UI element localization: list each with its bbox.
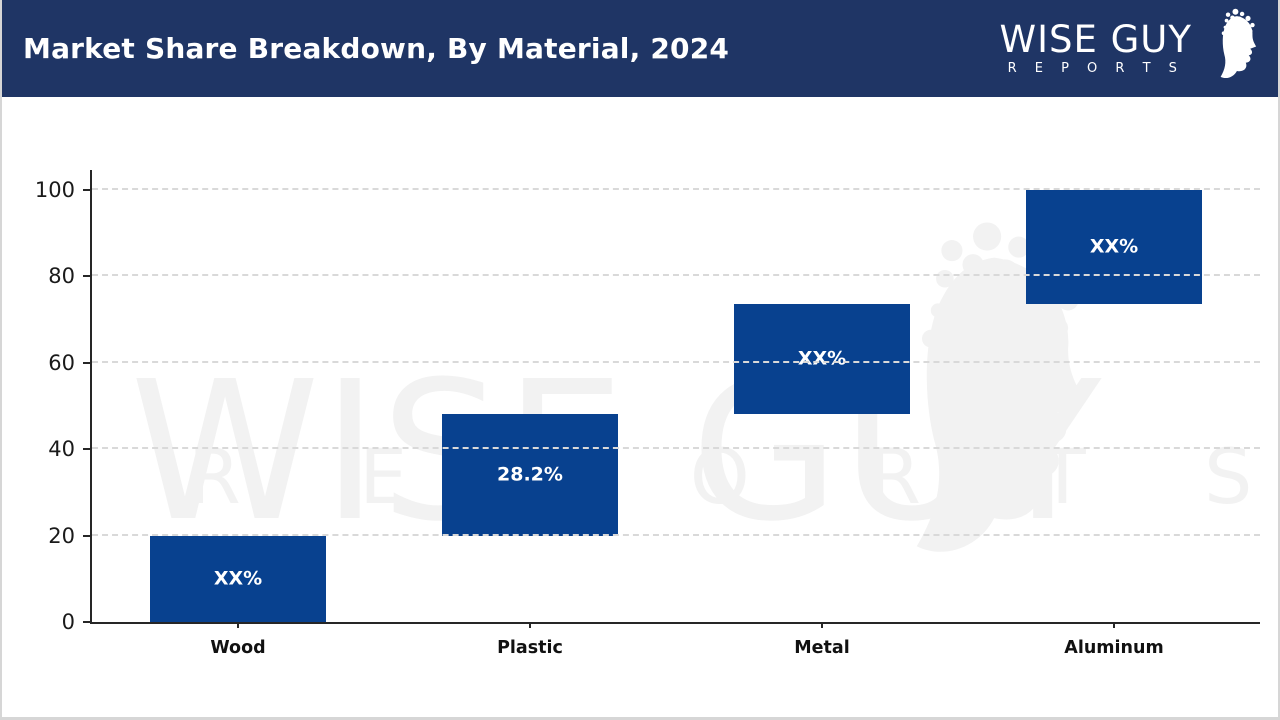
gridline-60 [92, 360, 1260, 363]
y-tick-mark-60 [83, 361, 92, 364]
y-tick-mark-0 [83, 621, 92, 623]
header-bar: Market Share Breakdown, By Material, 202… [2, 0, 1278, 97]
y-tick-label-60: 60 [48, 350, 75, 375]
gridline-80 [92, 274, 1260, 277]
waterfall-bar-wood: XX% [150, 535, 326, 622]
x-axis-label-aluminum: Aluminum [1064, 638, 1164, 658]
y-tick-mark-100 [83, 188, 92, 191]
wise-guy-head-icon [1194, 6, 1268, 90]
plot-area: XX% 28.2% XX% XX% 0 20 40 60 80 100 Wood Plastic Met… [35, 170, 1260, 658]
x-tick-mark-wood [237, 622, 239, 628]
brand-name: WISE GUY [999, 17, 1192, 61]
waterfall-bar-plastic: 28.2% [442, 413, 618, 536]
y-tick-mark-80 [83, 275, 92, 278]
gridline-100 [92, 187, 1260, 190]
x-tick-mark-aluminum [1113, 622, 1115, 628]
watermark-subtitle-text: R E P O R T S [188, 432, 1278, 521]
waterfall-bar-metal: XX% [734, 303, 910, 414]
bar-value-label: XX% [1089, 235, 1139, 258]
y-tick-label-80: 80 [48, 264, 75, 289]
y-tick-mark-20 [83, 534, 92, 537]
brand-subtitle: R E P O R T S [1007, 61, 1184, 77]
y-tick-mark-40 [83, 448, 92, 451]
bar-value-label: XX% [797, 347, 847, 370]
x-tick-mark-metal [821, 622, 823, 628]
waterfall-bar-aluminum: XX% [1026, 189, 1202, 304]
page-title: Market Share Breakdown, By Material, 202… [23, 32, 730, 65]
y-tick-label-0: 0 [61, 610, 75, 634]
gridline-40 [92, 447, 1260, 450]
chart-area: WISE GUY R E P O R T S XX% 28 [2, 97, 1278, 717]
x-tick-mark-plastic [529, 622, 531, 628]
gridline-20 [92, 533, 1260, 536]
x-axis-label-plastic: Plastic [497, 638, 563, 658]
y-tick-label-100: 100 [34, 177, 75, 202]
y-tick-label-20: 20 [48, 523, 75, 548]
x-axis-label-metal: Metal [794, 638, 850, 658]
bar-value-label: 28.2% [497, 463, 563, 486]
x-axis-label-wood: Wood [210, 638, 266, 658]
y-tick-label-40: 40 [48, 437, 75, 462]
brand-logo: WISE GUY R E P O R T S [1000, 6, 1268, 90]
brand-logo-text: WISE GUY R E P O R T S [999, 17, 1192, 77]
bar-value-label: XX% [213, 567, 263, 590]
